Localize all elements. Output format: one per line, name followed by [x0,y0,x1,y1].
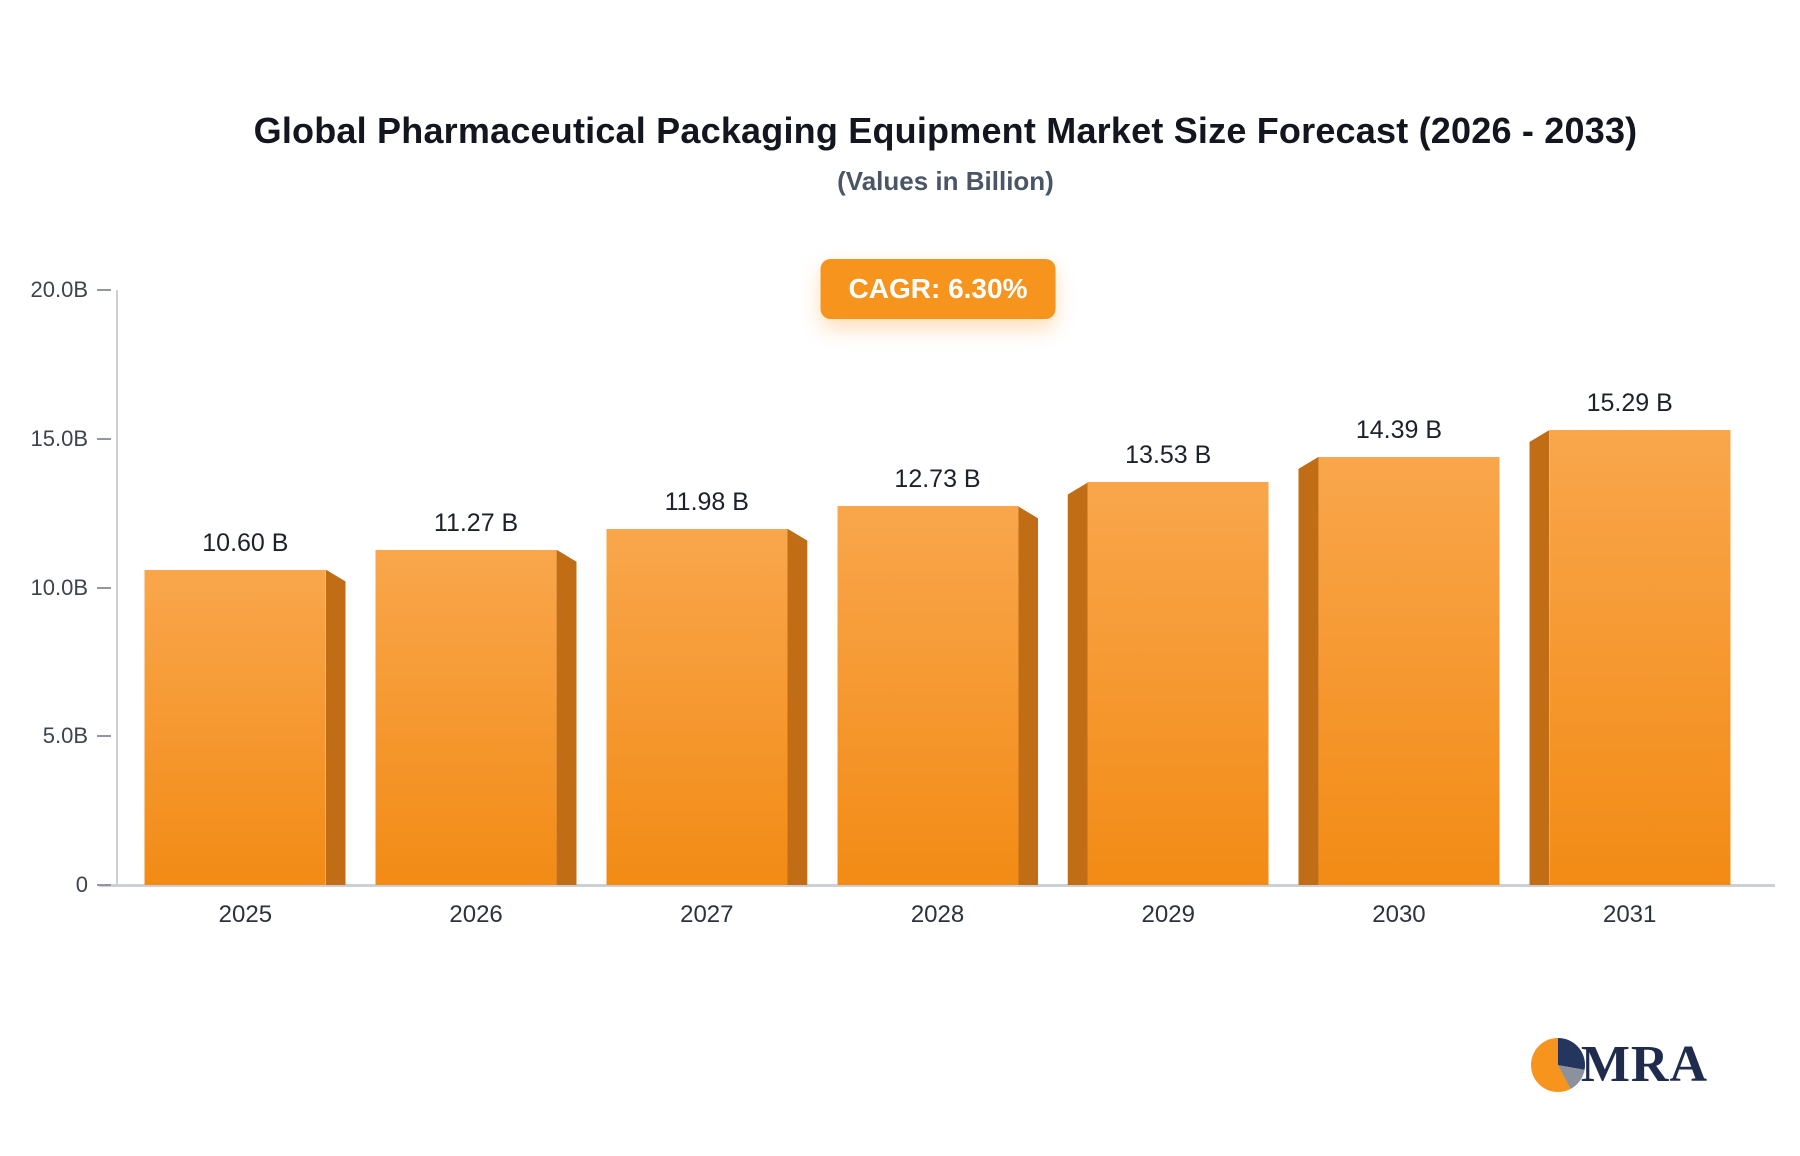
x-tick-label: 2025 [218,901,273,928]
y-tick-label: 10.0B [30,574,89,600]
bar-group: 14.39 B 2030 [1284,290,1515,928]
y-tick-mark [97,884,111,886]
mra-logo: MRA [1530,1036,1708,1093]
bar-face [1318,456,1500,885]
bar-face [606,528,788,885]
bar [1067,482,1269,885]
bar-group: 13.53 B 2029 [1053,290,1284,928]
bar-value-label: 10.60 B [202,528,289,557]
bar-side-face [1529,430,1550,885]
y-tick-label: 15.0B [30,425,89,451]
bar-face [1549,430,1731,885]
y-tick-label: 20.0B [30,277,89,302]
bar-chart-plot: 10.60 B 2025 11.27 B 2026 11.98 B 2027 12.73 B… [31,277,1775,928]
bar-value-label: 12.73 B [894,465,981,494]
x-tick-label: 2029 [1141,901,1195,928]
bar-value-label: 15.29 B [1586,389,1673,418]
bar-side-face [325,569,346,885]
bars-container: 10.60 B 2025 11.27 B 2026 11.98 B 2027 12.73 B… [130,290,1745,928]
bar-group: 11.27 B 2026 [361,290,592,928]
bar [1298,456,1500,885]
y-axis-line [116,290,118,885]
chart-header: Global Pharmaceutical Packaging Equipmen… [116,110,1775,197]
chart-subtitle: (Values in Billion) [837,166,1054,196]
y-tick-mark [97,586,111,589]
mra-logo-icon [1530,1038,1585,1092]
mra-logo-text: MRA [1580,1036,1708,1093]
bar-value-label: 11.27 B [433,508,519,537]
bar-side-face [787,528,808,885]
x-tick-label: 2027 [680,901,734,928]
cagr-badge: CAGR: 6.30% [820,259,1056,319]
bar-group: 11.98 B 2027 [591,290,822,928]
bar [606,528,808,885]
bar-side-face [556,549,577,885]
bar [1529,430,1731,885]
bar-side-face [1067,482,1088,885]
bar-value-label: 13.53 B [1125,441,1212,470]
x-axis-line [99,884,1775,887]
bar-face [1087,482,1269,885]
y-tick-mark [97,735,111,738]
x-tick-label: 2028 [910,901,965,928]
y-tick-label: 5.0B [42,723,88,749]
bar-face [837,506,1019,885]
bar-value-label: 11.98 B [664,487,749,516]
chart-title: Global Pharmaceutical Packaging Equipmen… [253,110,1638,151]
bar-group: 15.29 B 2031 [1514,290,1745,928]
x-tick-label: 2026 [449,901,503,928]
bar-face [144,569,326,885]
x-tick-label: 2030 [1372,901,1426,928]
bar [375,549,577,885]
y-tick-mark [97,289,111,291]
bar-group: 10.60 B 2025 [130,290,361,928]
x-tick-label: 2031 [1602,901,1657,928]
y-tick-label: 0 [75,872,88,897]
y-tick-mark [97,437,111,440]
bar [144,569,346,885]
bar-side-face [1298,456,1319,885]
bar-face [375,549,557,885]
bar-value-label: 14.39 B [1355,415,1443,444]
bar-group: 12.73 B 2028 [822,290,1053,928]
bar-side-face [1018,506,1039,885]
bar [837,506,1039,885]
